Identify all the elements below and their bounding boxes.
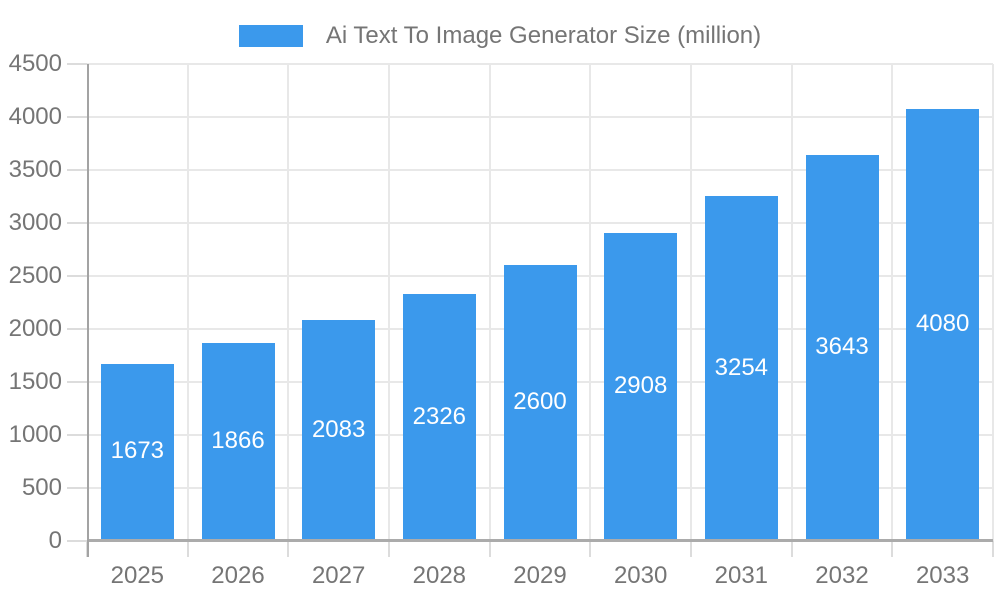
x-gridline bbox=[287, 64, 290, 541]
x-gridline bbox=[690, 64, 692, 541]
bar[interactable]: 2083 bbox=[302, 320, 376, 539]
bar[interactable]: 4080 bbox=[906, 108, 980, 539]
x-gridline bbox=[790, 64, 793, 541]
bar[interactable]: 2326 bbox=[402, 294, 476, 539]
x-tick-label: 2029 bbox=[513, 562, 567, 589]
x-axis-tick bbox=[992, 541, 994, 557]
y-axis-tick bbox=[67, 169, 87, 171]
y-axis-tick bbox=[67, 540, 87, 542]
plot-area: 1673 1866 2083 2326 2600 2908 3254 3643 4080 bbox=[67, 63, 994, 557]
y-tick-label: 1500 bbox=[8, 368, 62, 395]
x-axis-tick bbox=[690, 541, 692, 557]
x-tick-label: 2031 bbox=[714, 562, 769, 589]
bar-value-label: 2083 bbox=[311, 415, 366, 443]
y-axis-tick bbox=[67, 222, 87, 224]
y-tick-label: 3000 bbox=[8, 209, 62, 236]
bar-value-label: 3643 bbox=[815, 332, 869, 360]
y-tick-label: 0 bbox=[48, 527, 62, 554]
bar[interactable]: 3254 bbox=[704, 196, 778, 539]
bar[interactable]: 1673 bbox=[100, 363, 174, 539]
y-gridline bbox=[87, 169, 993, 171]
y-tick-label: 3500 bbox=[8, 156, 62, 183]
x-tick-label: 2027 bbox=[311, 562, 366, 589]
x-axis-tick bbox=[891, 541, 894, 557]
y-tick-label: 500 bbox=[21, 474, 62, 501]
y-gridline bbox=[87, 222, 993, 224]
x-tick-label: 2033 bbox=[915, 562, 970, 589]
bar[interactable]: 3643 bbox=[805, 154, 879, 539]
x-gridline bbox=[488, 64, 491, 541]
y-axis-tick bbox=[67, 275, 87, 277]
x-gridline bbox=[891, 64, 894, 541]
x-gridline bbox=[589, 64, 592, 541]
x-axis-line bbox=[87, 539, 993, 542]
x-gridline bbox=[992, 64, 994, 541]
bar[interactable]: 2908 bbox=[604, 232, 678, 539]
y-axis-tick bbox=[67, 487, 87, 489]
x-axis-tick bbox=[186, 541, 189, 557]
bar-value-label: 4080 bbox=[915, 309, 970, 337]
y-axis-tick bbox=[67, 434, 87, 436]
legend-swatch bbox=[238, 25, 303, 47]
x-tick-label: 2026 bbox=[211, 562, 265, 589]
x-tick-label: 2025 bbox=[110, 562, 165, 589]
legend-item[interactable]: Ai Text To Image Generator Size (million… bbox=[238, 22, 762, 50]
x-tick-label: 2032 bbox=[815, 562, 869, 589]
x-axis-tick bbox=[790, 541, 793, 557]
x-gridline bbox=[388, 64, 390, 541]
bar-value-label: 2326 bbox=[412, 402, 467, 430]
y-tick-label: 2000 bbox=[8, 315, 62, 342]
y-tick-label: 4000 bbox=[8, 103, 62, 130]
x-gridline bbox=[186, 64, 189, 541]
bar-value-label: 1866 bbox=[211, 427, 265, 455]
bar[interactable]: 2600 bbox=[503, 265, 577, 539]
y-gridline bbox=[87, 63, 993, 65]
legend: Ai Text To Image Generator Size (million… bbox=[0, 22, 1000, 50]
x-axis-tick bbox=[287, 541, 290, 557]
x-axis-tick bbox=[589, 541, 592, 557]
bar-value-label: 1673 bbox=[110, 437, 165, 465]
y-axis-tick bbox=[67, 63, 87, 65]
legend-label: Ai Text To Image Generator Size (million… bbox=[325, 22, 762, 49]
y-gridline bbox=[87, 116, 993, 118]
bar-value-label: 3254 bbox=[714, 353, 769, 381]
y-tick-label: 2500 bbox=[8, 262, 62, 289]
y-axis-tick bbox=[67, 328, 87, 330]
y-axis-tick bbox=[67, 381, 87, 383]
y-axis-line bbox=[87, 64, 89, 557]
y-tick-label: 1000 bbox=[8, 421, 62, 448]
y-tick-label: 4500 bbox=[8, 50, 62, 77]
x-axis-tick bbox=[488, 541, 491, 557]
x-axis-tick bbox=[388, 541, 390, 557]
x-tick-label: 2030 bbox=[613, 562, 668, 589]
bar-value-label: 2600 bbox=[513, 388, 567, 416]
bar-value-label: 2908 bbox=[613, 371, 668, 399]
x-tick-label: 2028 bbox=[412, 562, 467, 589]
bar[interactable]: 1866 bbox=[201, 343, 275, 539]
y-axis-tick bbox=[67, 116, 87, 118]
